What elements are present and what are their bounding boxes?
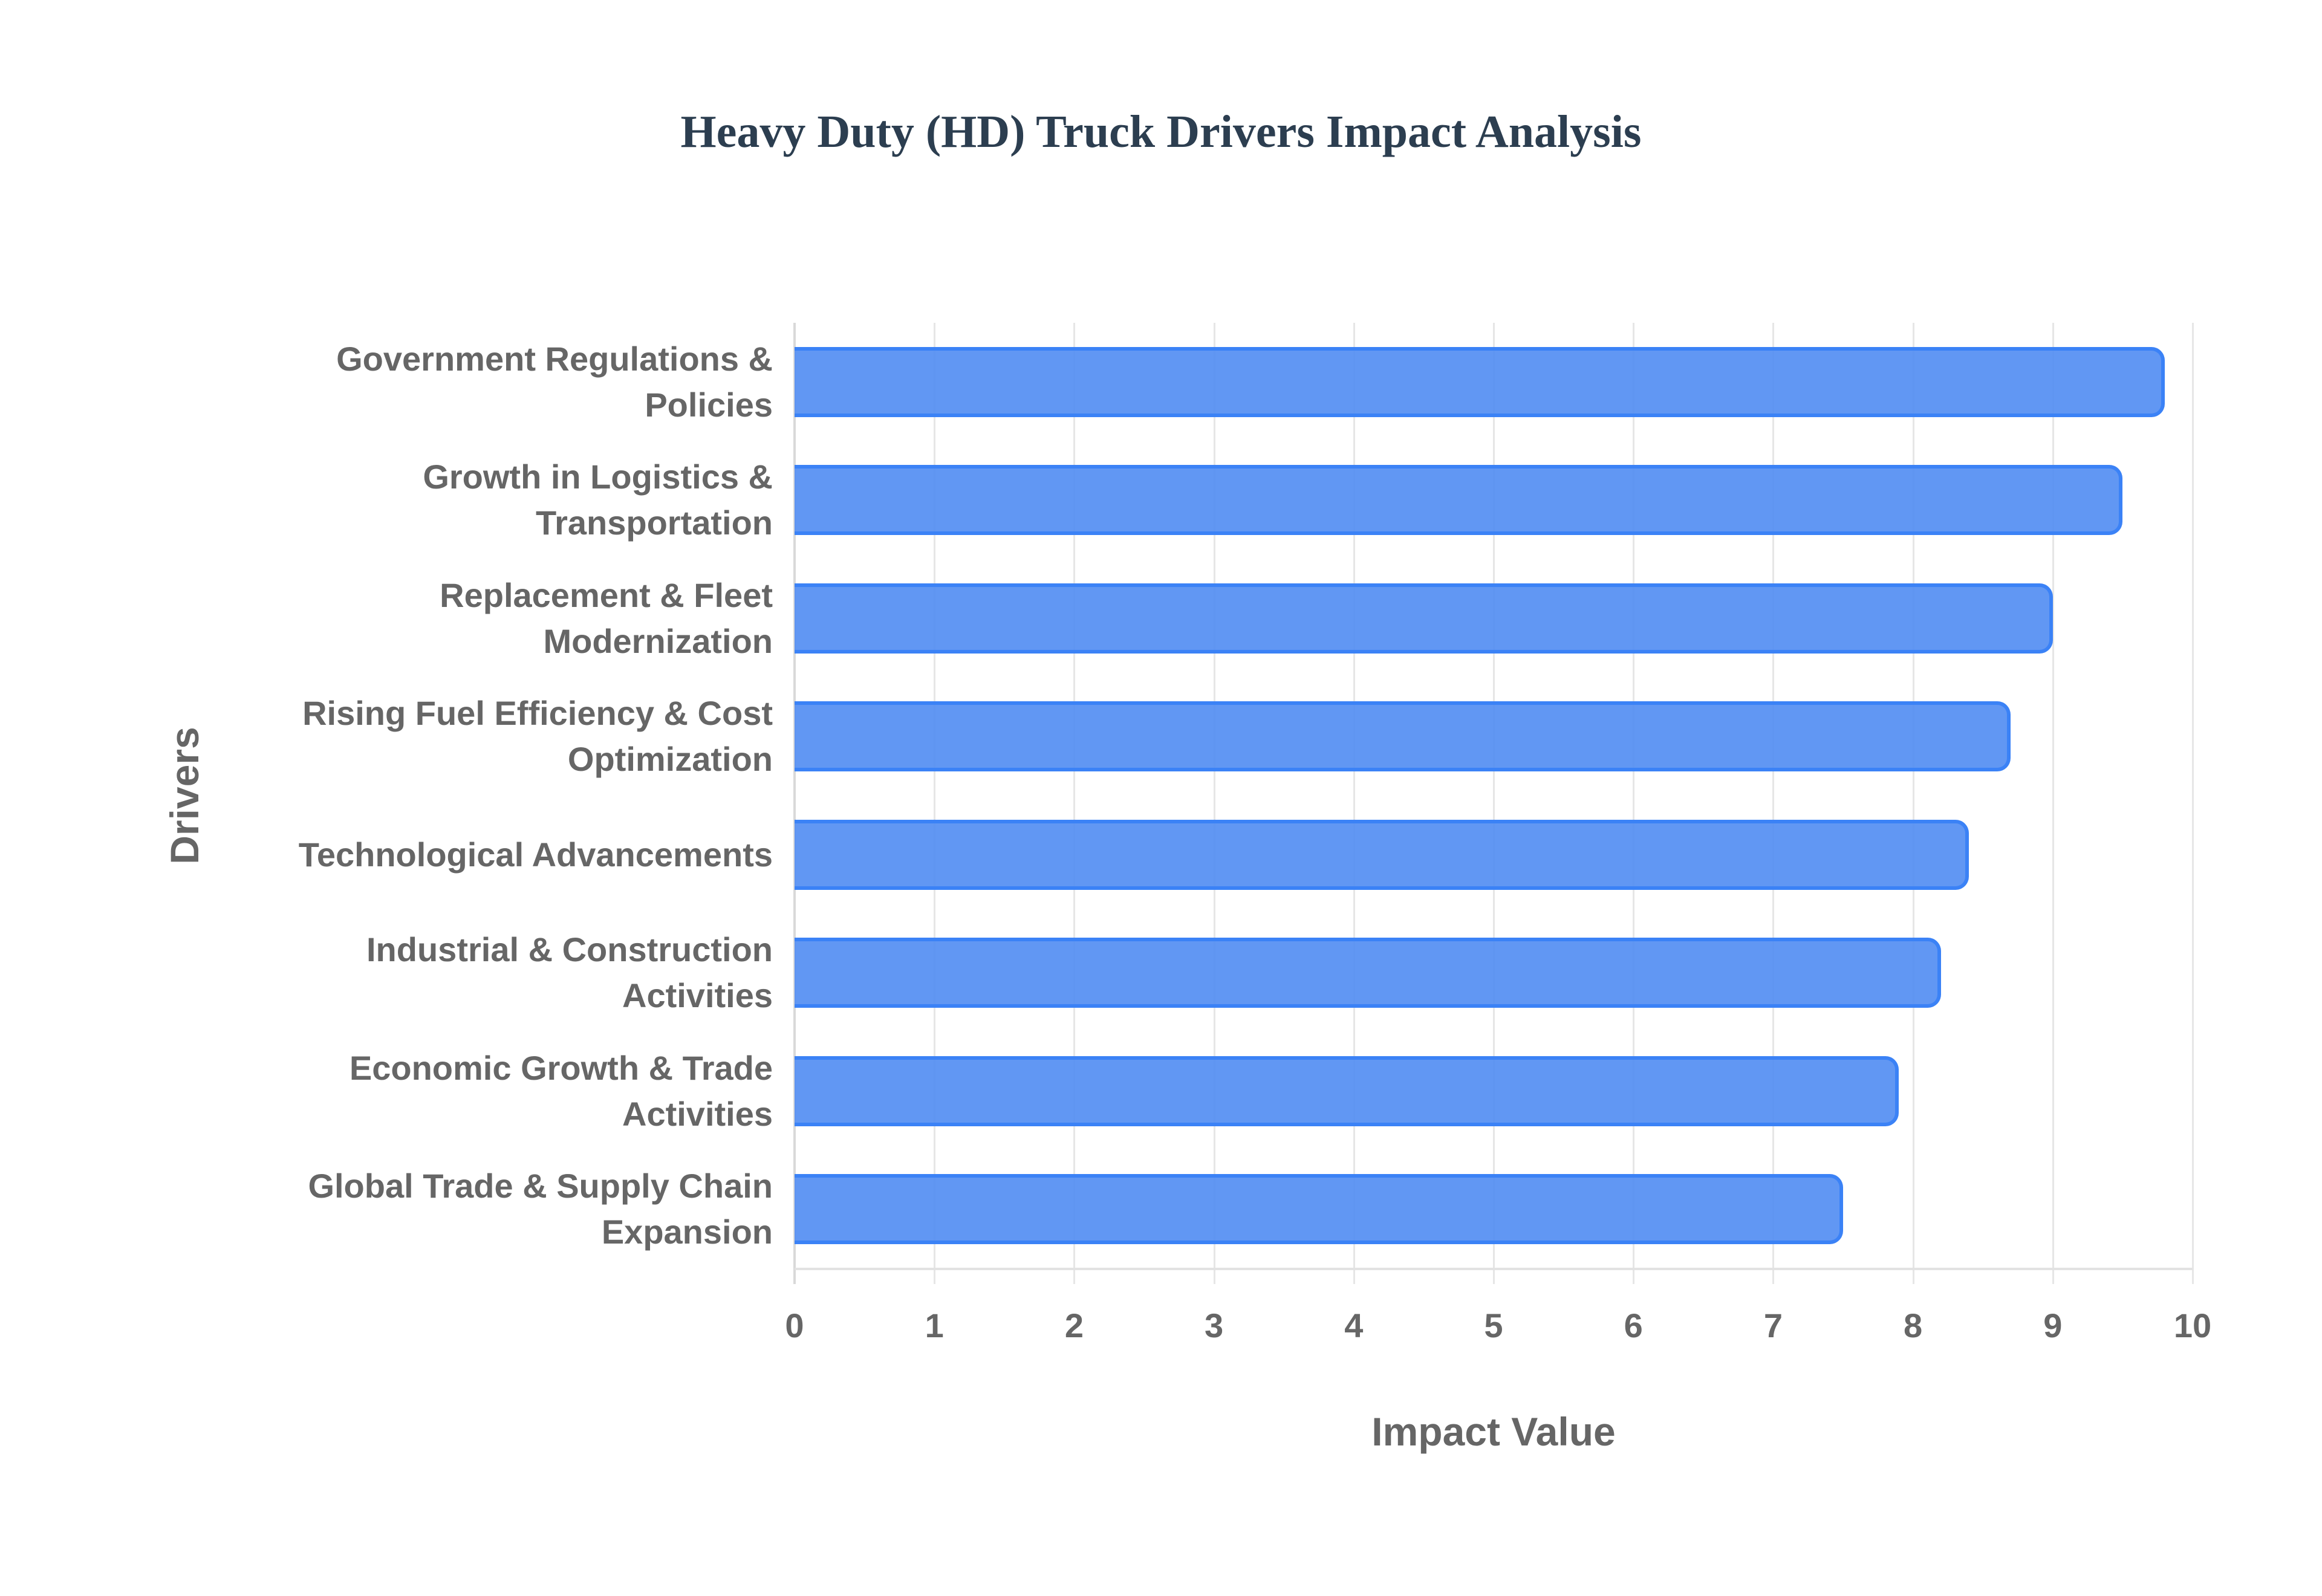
bar[interactable] xyxy=(795,1174,1843,1245)
x-tick-label: 10 xyxy=(2173,1306,2212,1345)
gridline xyxy=(1353,323,1355,1284)
gridline xyxy=(1213,323,1215,1284)
bar[interactable] xyxy=(795,701,2011,772)
gridline xyxy=(2192,323,2194,1284)
x-tick-label: 8 xyxy=(1904,1306,1923,1345)
gridline xyxy=(1912,323,1914,1284)
bar[interactable] xyxy=(795,465,2123,536)
x-axis-line xyxy=(795,1268,2193,1270)
gridline xyxy=(934,323,936,1284)
category-label: Rising Fuel Efficiency & Cost Optimizatio… xyxy=(302,694,773,779)
bar[interactable] xyxy=(795,583,2053,654)
x-tick-label: 2 xyxy=(1064,1306,1084,1345)
category-label: Global Trade & Supply Chain Expansion xyxy=(308,1167,773,1251)
x-tick-label: 5 xyxy=(1484,1306,1503,1345)
x-tick-label: 3 xyxy=(1205,1306,1224,1345)
bar[interactable] xyxy=(795,346,2165,417)
category-label: Technological Advancements xyxy=(298,835,773,874)
chart-title: Heavy Duty (HD) Truck Drivers Impact Ana… xyxy=(680,106,1642,157)
category-label: Industrial & Construction Activities xyxy=(366,930,773,1015)
x-tick-label: 0 xyxy=(785,1306,804,1345)
category-label: Government Regulations & Policies xyxy=(336,339,773,424)
x-tick-label: 9 xyxy=(2043,1306,2063,1345)
gridline xyxy=(1493,323,1495,1284)
gridline xyxy=(1633,323,1635,1284)
x-axis-label: Impact Value xyxy=(1371,1409,1616,1454)
x-tick-label: 4 xyxy=(1344,1306,1364,1345)
y-axis-line xyxy=(793,323,796,1284)
category-label: Growth in Logistics & Transportation xyxy=(423,458,773,542)
x-tick-label: 1 xyxy=(925,1306,944,1345)
bar[interactable] xyxy=(795,819,1969,890)
gridline xyxy=(1772,323,1775,1284)
gridline xyxy=(2052,323,2054,1284)
x-tick-label: 7 xyxy=(1763,1306,1783,1345)
category-label: Economic Growth & Trade Activities xyxy=(349,1048,773,1133)
bar[interactable] xyxy=(795,1056,1899,1126)
bar[interactable] xyxy=(795,938,1941,1008)
category-label: Replacement & Fleet Modernization xyxy=(440,576,773,660)
gridline xyxy=(1073,323,1076,1284)
x-tick-label: 6 xyxy=(1624,1306,1643,1345)
plot-area xyxy=(793,323,2194,1284)
